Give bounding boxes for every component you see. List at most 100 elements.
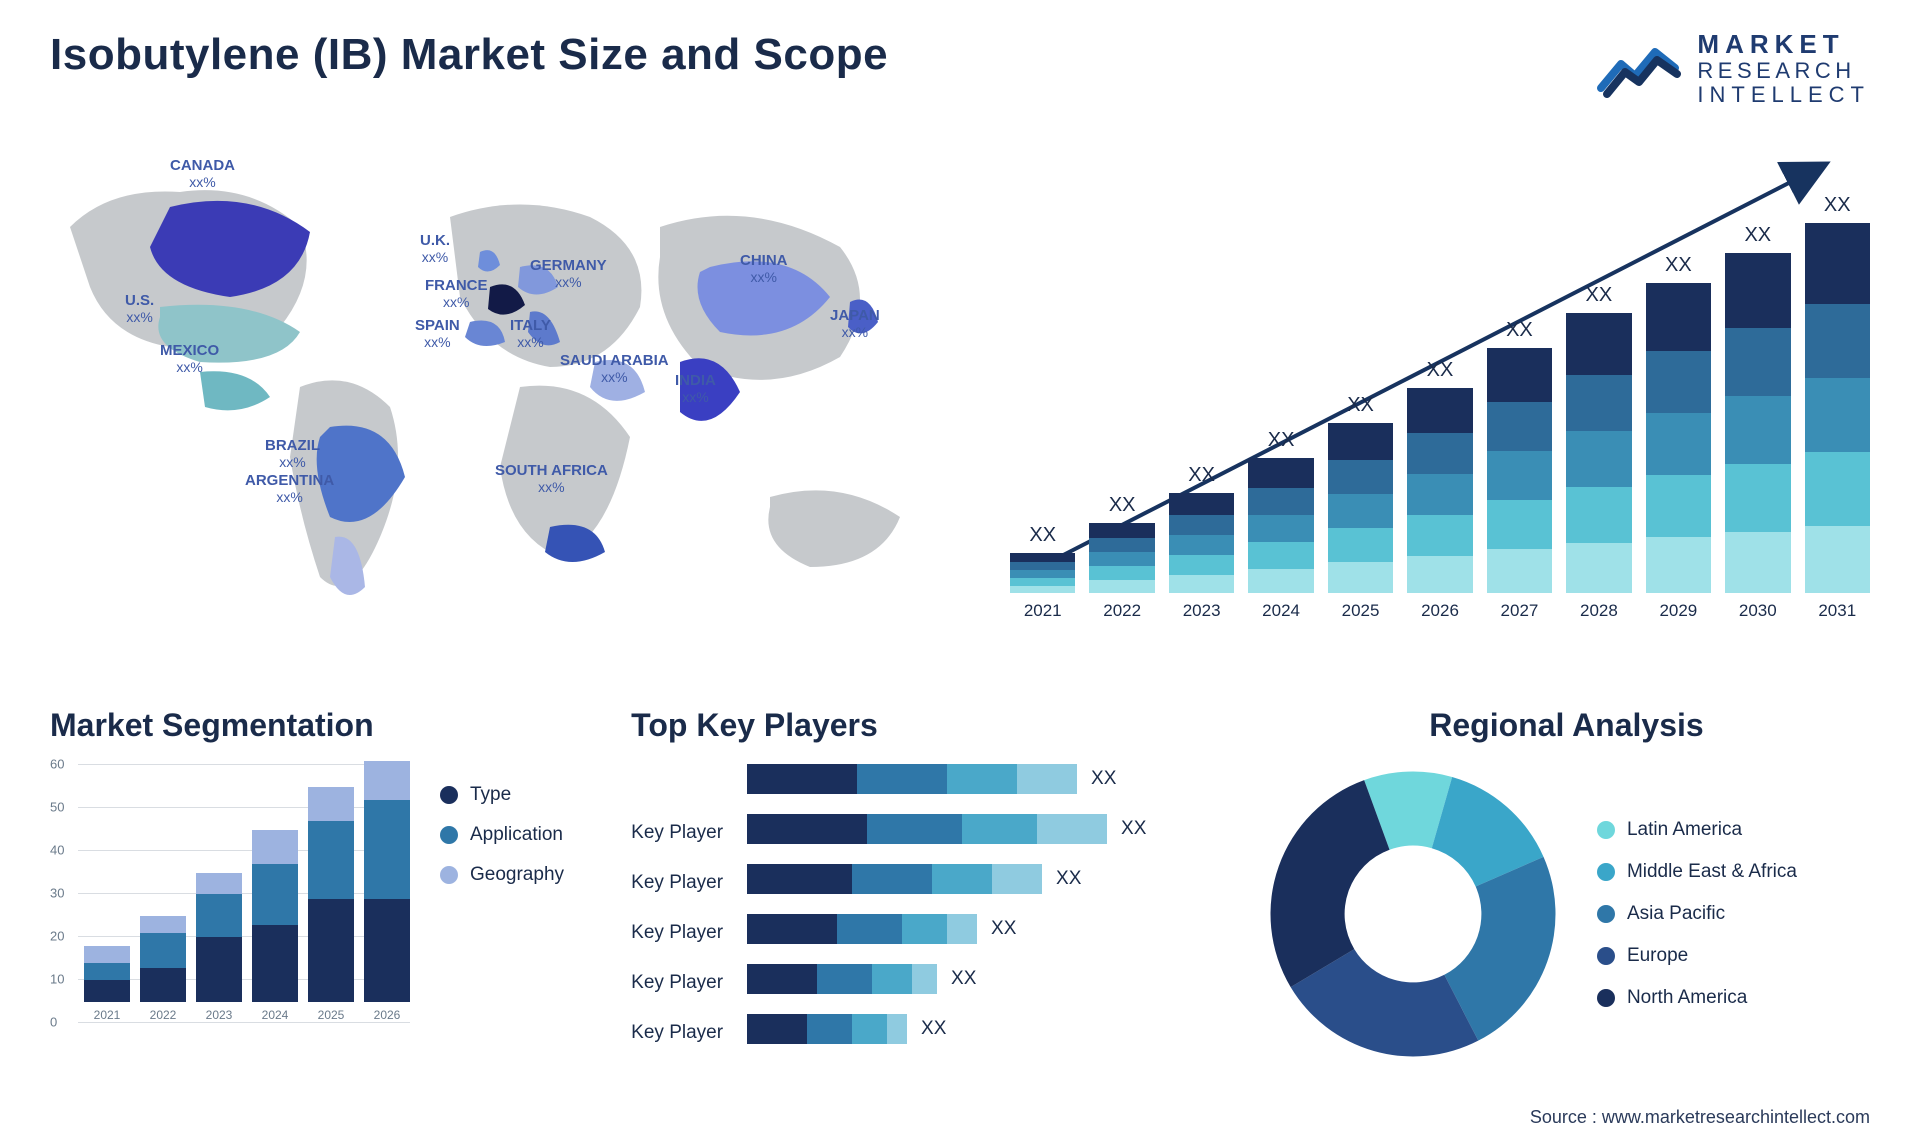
segmentation-title: Market Segmentation xyxy=(50,707,581,744)
forecast-seg xyxy=(1169,515,1234,535)
seg-xlabel: 2021 xyxy=(94,1008,121,1022)
forecast-value-label: XX xyxy=(1665,254,1692,277)
forecast-seg xyxy=(1328,423,1393,460)
forecast-col-2031: XX2031 xyxy=(1805,194,1870,621)
forecast-seg xyxy=(1248,569,1313,593)
forecast-seg xyxy=(1010,578,1075,586)
seg-seg xyxy=(140,933,186,967)
forecast-value-label: XX xyxy=(1268,429,1295,452)
legend-label: Application xyxy=(470,824,563,846)
kp-value-label: XX xyxy=(1091,768,1116,790)
kp-seg xyxy=(747,864,852,894)
forecast-seg xyxy=(1010,553,1075,562)
forecast-seg xyxy=(1169,535,1234,555)
kp-seg xyxy=(747,1014,807,1044)
kp-seg xyxy=(837,914,902,944)
forecast-seg xyxy=(1487,402,1552,451)
forecast-col-2022: XX 2022 xyxy=(1089,494,1154,621)
forecast-seg xyxy=(1805,526,1870,593)
ra-legend-item: Europe xyxy=(1597,945,1797,967)
forecast-seg xyxy=(1328,460,1393,494)
legend-dot-icon xyxy=(1597,989,1615,1007)
kp-bar-row: XX xyxy=(747,864,1213,894)
forecast-seg xyxy=(1169,575,1234,593)
seg-col-2023: 2023 xyxy=(196,873,242,1022)
forecast-xlabel: 2022 xyxy=(1103,601,1141,621)
seg-seg xyxy=(308,787,354,821)
source-attribution: Source : www.marketresearchintellect.com xyxy=(1530,1107,1870,1128)
legend-label: North America xyxy=(1627,987,1747,1009)
forecast-value-label: XX xyxy=(1586,284,1613,307)
legend-dot-icon xyxy=(1597,905,1615,923)
regional-donut-chart xyxy=(1263,764,1563,1064)
kp-seg xyxy=(747,964,817,994)
forecast-seg xyxy=(1169,493,1234,515)
forecast-xlabel: 2027 xyxy=(1501,601,1539,621)
seg-ylabel: 20 xyxy=(50,928,64,943)
seg-seg xyxy=(84,980,130,1002)
seg-xlabel: 2022 xyxy=(150,1008,177,1022)
forecast-col-2027: XX2027 xyxy=(1487,319,1552,621)
forecast-col-2030: XX2030 xyxy=(1725,224,1790,621)
forecast-seg xyxy=(1646,283,1711,351)
kp-seg xyxy=(912,964,937,994)
ra-legend-item: North America xyxy=(1597,987,1797,1009)
legend-label: Middle East & Africa xyxy=(1627,861,1797,883)
key-players-chart: XXXXXXXXXXXX xyxy=(747,764,1213,1048)
map-country-south-africa xyxy=(545,525,605,562)
forecast-col-2029: XX2029 xyxy=(1646,254,1711,621)
forecast-seg xyxy=(1805,304,1870,378)
forecast-value-label: XX xyxy=(1347,394,1374,417)
forecast-col-2021: XX2021 xyxy=(1010,524,1075,621)
forecast-seg xyxy=(1805,223,1870,304)
forecast-seg xyxy=(1089,566,1154,580)
forecast-seg xyxy=(1566,313,1631,375)
map-label-india: INDIAxx% xyxy=(675,372,716,407)
map-label-mexico: MEXICOxx% xyxy=(160,342,219,377)
kp-value-label: XX xyxy=(921,1018,946,1040)
map-label-argentina: ARGENTINAxx% xyxy=(245,472,334,507)
forecast-col-2028: XX 2028 xyxy=(1566,284,1631,621)
kp-seg xyxy=(947,914,977,944)
forecast-seg xyxy=(1010,570,1075,578)
seg-col-2022: 2022 xyxy=(140,916,186,1022)
ra-legend-item: Asia Pacific xyxy=(1597,903,1797,925)
forecast-col-2023: XX2023 xyxy=(1169,464,1234,621)
forecast-xlabel: 2028 xyxy=(1580,601,1618,621)
legend-label: Geography xyxy=(470,864,564,886)
seg-seg xyxy=(196,937,242,1002)
key-players-labels: Key PlayerKey PlayerKey PlayerKey Player… xyxy=(631,768,723,1048)
seg-ylabel: 50 xyxy=(50,799,64,814)
forecast-xlabel: 2024 xyxy=(1262,601,1300,621)
kp-row-label: Key Player xyxy=(631,818,723,848)
map-country-mexico xyxy=(200,371,270,410)
forecast-seg xyxy=(1010,562,1075,570)
kp-value-label: XX xyxy=(951,968,976,990)
seg-seg xyxy=(252,925,298,1002)
seg-col-2025: 2025 xyxy=(308,787,354,1022)
forecast-seg xyxy=(1487,500,1552,549)
kp-row-label: Key Player xyxy=(631,918,723,948)
donut-slice-north-america xyxy=(1270,780,1389,987)
seg-xlabel: 2024 xyxy=(262,1008,289,1022)
kp-seg xyxy=(1037,814,1107,844)
forecast-seg xyxy=(1566,487,1631,543)
seg-seg xyxy=(364,800,410,899)
kp-row-label-empty xyxy=(631,768,723,798)
forecast-seg xyxy=(1407,474,1472,515)
forecast-value-label: XX xyxy=(1109,494,1136,517)
forecast-seg xyxy=(1089,538,1154,552)
forecast-seg xyxy=(1646,475,1711,537)
map-label-china: CHINAxx% xyxy=(740,252,788,287)
kp-bar-row: XX xyxy=(747,914,1213,944)
forecast-seg xyxy=(1407,388,1472,433)
seg-xlabel: 2026 xyxy=(374,1008,401,1022)
forecast-seg xyxy=(1328,528,1393,562)
seg-xlabel: 2023 xyxy=(206,1008,233,1022)
forecast-seg xyxy=(1487,348,1552,402)
map-label-france: FRANCExx% xyxy=(425,277,488,312)
forecast-seg xyxy=(1805,378,1870,452)
legend-dot-icon xyxy=(440,866,458,884)
kp-seg xyxy=(747,914,837,944)
seg-seg xyxy=(308,899,354,1002)
